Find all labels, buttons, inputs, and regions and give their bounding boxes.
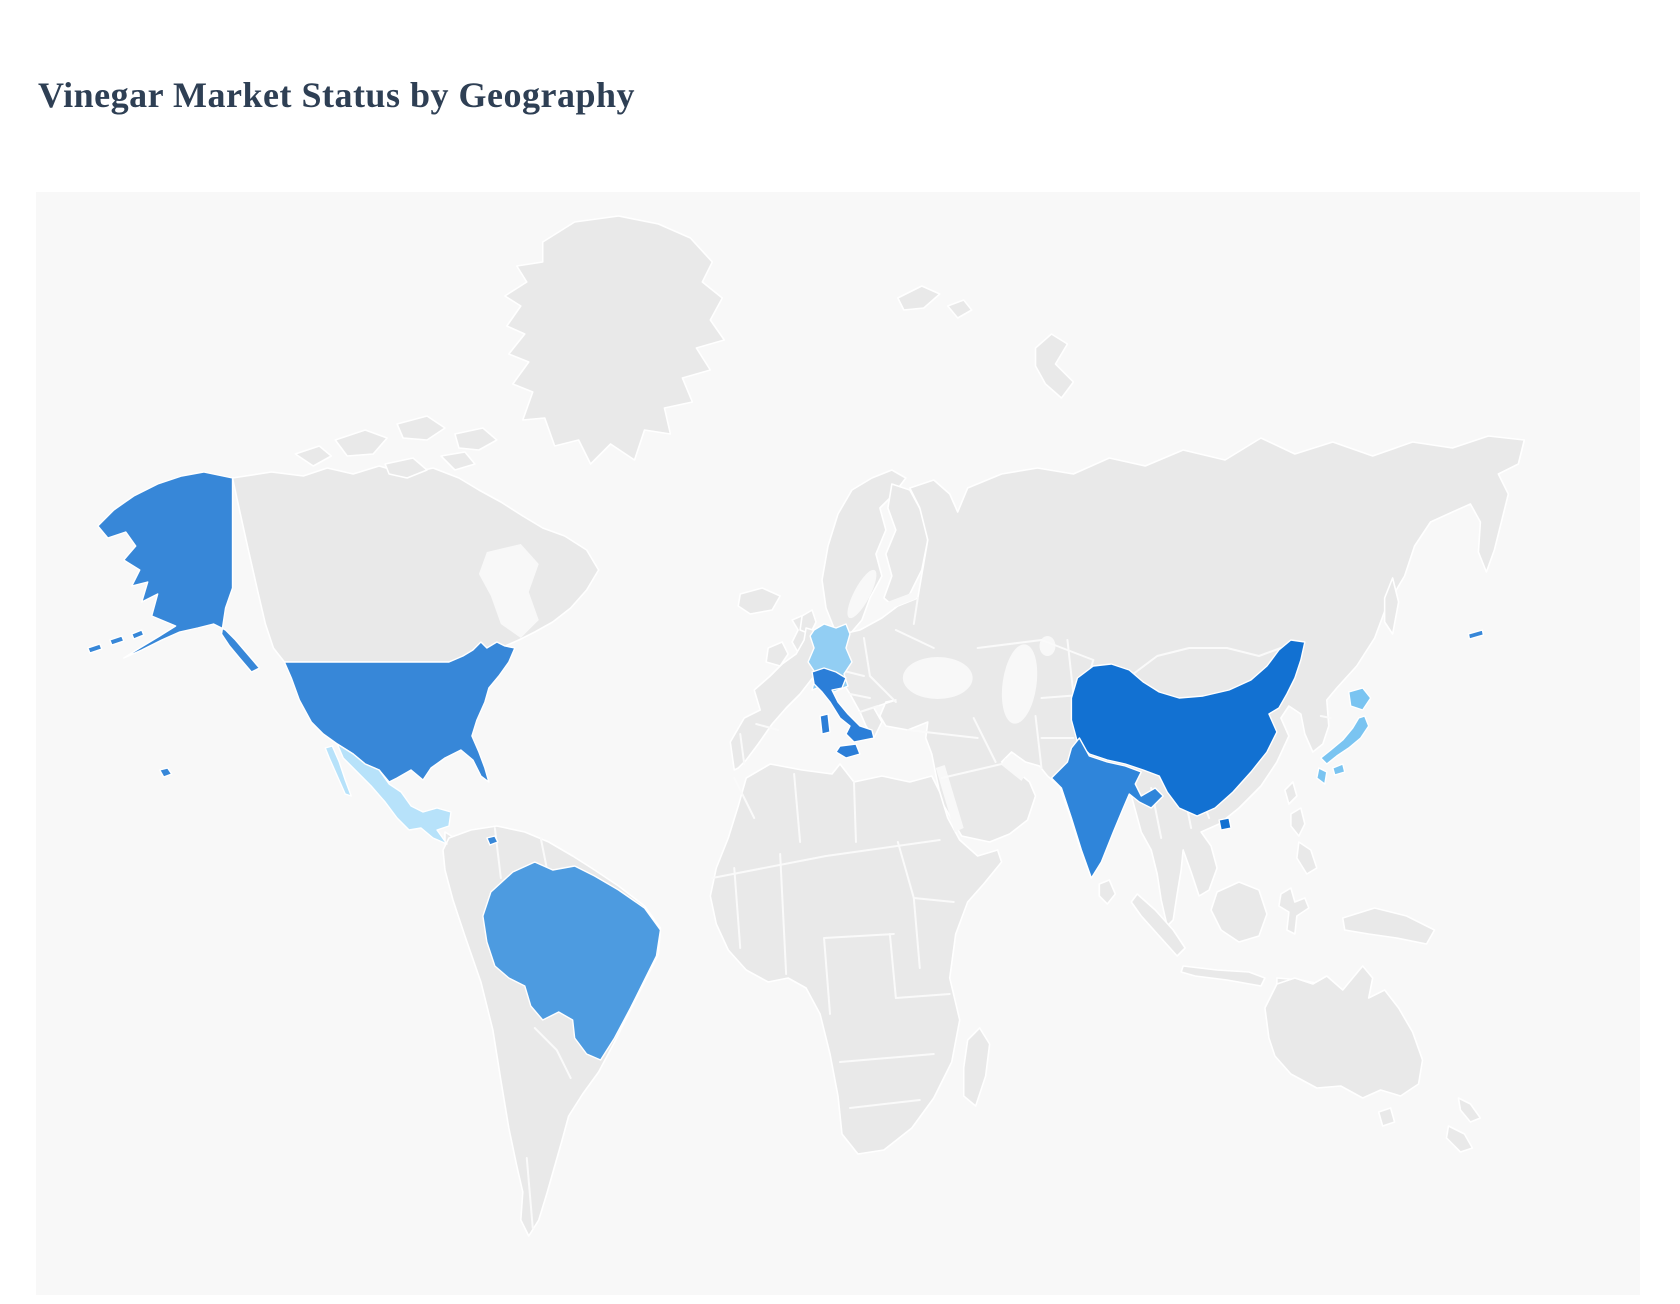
landmass-sakhalin[interactable] <box>1383 577 1400 635</box>
country-united-states[interactable] <box>283 641 516 783</box>
landmass-sumatra[interactable] <box>1130 893 1186 957</box>
world-map-svg <box>87 215 1526 1237</box>
landmass-philippines[interactable] <box>1296 841 1318 875</box>
landmass-philippines[interactable] <box>1290 807 1306 837</box>
world-map <box>36 192 1640 1295</box>
country-china[interactable] <box>1070 639 1306 817</box>
landmass-canada[interactable] <box>231 465 600 663</box>
landmass-arctic-island[interactable] <box>384 457 428 479</box>
country-italy-sardinia[interactable] <box>819 713 831 735</box>
landmass-denmark[interactable] <box>799 609 817 635</box>
sea-persian-gulf <box>1001 758 1026 781</box>
country-japan-kyushu[interactable] <box>1316 767 1328 785</box>
country-brazil[interactable] <box>482 861 662 1061</box>
country-japan-hokkaido[interactable] <box>1348 687 1372 711</box>
landmass-new-zealand[interactable] <box>1457 1097 1482 1123</box>
landmass-new-zealand[interactable] <box>1445 1125 1474 1153</box>
landmass-arctic-island[interactable] <box>334 429 388 457</box>
landmass-ireland[interactable] <box>765 641 789 667</box>
landmass-java[interactable] <box>1180 965 1266 987</box>
landmass-taiwan[interactable] <box>1284 781 1298 805</box>
landmass-norway-sweden[interactable] <box>821 469 907 635</box>
landmass-australia[interactable] <box>1264 965 1424 1099</box>
landmass-madagascar[interactable] <box>962 1027 991 1107</box>
country-mexico-baja[interactable] <box>324 745 352 797</box>
landmass-svalbard[interactable] <box>897 285 941 311</box>
sea-red-sea <box>935 765 964 832</box>
sea-caspian <box>1001 644 1038 724</box>
sea-aral <box>1039 636 1056 656</box>
country-japan-honshu[interactable] <box>1320 715 1370 765</box>
highlighted-countries-layer <box>87 471 1485 1061</box>
landmass-borneo[interactable] <box>1210 881 1268 943</box>
landmass-iceland[interactable] <box>737 587 781 615</box>
landmass-novaya-zemlya[interactable] <box>1034 333 1075 399</box>
country-united-states-island[interactable] <box>486 835 499 846</box>
country-italy[interactable] <box>811 667 875 743</box>
country-italy-sicily[interactable] <box>835 743 861 759</box>
country-mexico[interactable] <box>336 743 452 845</box>
landmass-arctic-island[interactable] <box>454 427 498 451</box>
country-united-states-hawaii[interactable] <box>158 767 173 778</box>
country-borders <box>493 597 1332 1229</box>
landmass-arctic-island[interactable] <box>440 451 476 471</box>
country-united-states-alaska[interactable] <box>97 471 261 673</box>
country-japan-shikoku[interactable] <box>1332 763 1346 776</box>
landmass-greenland[interactable] <box>504 215 726 465</box>
sea-black-sea <box>902 657 973 699</box>
page-title: Vinegar Market Status by Geography <box>38 75 635 115</box>
landmass-tasmania[interactable] <box>1377 1107 1396 1127</box>
country-china-hainan[interactable] <box>1218 817 1232 831</box>
country-india[interactable] <box>1050 737 1164 879</box>
landmass-arctic-island[interactable] <box>294 445 333 467</box>
landmass-arctic-island[interactable] <box>396 415 446 441</box>
sea-hudson-bay <box>478 544 539 638</box>
landmass-svalbard[interactable] <box>946 299 973 319</box>
country-united-states-aleutians-east[interactable] <box>1467 629 1485 640</box>
country-united-states-aleutians[interactable] <box>87 629 145 654</box>
sea-baltic <box>847 569 877 619</box>
landmass-sri-lanka[interactable] <box>1098 879 1117 905</box>
sea-gulf-of-finland <box>881 592 916 611</box>
landmass-new-guinea[interactable] <box>1341 907 1436 945</box>
landmass-africa[interactable] <box>709 763 1003 1155</box>
landmass-sulawesi[interactable] <box>1278 887 1310 935</box>
